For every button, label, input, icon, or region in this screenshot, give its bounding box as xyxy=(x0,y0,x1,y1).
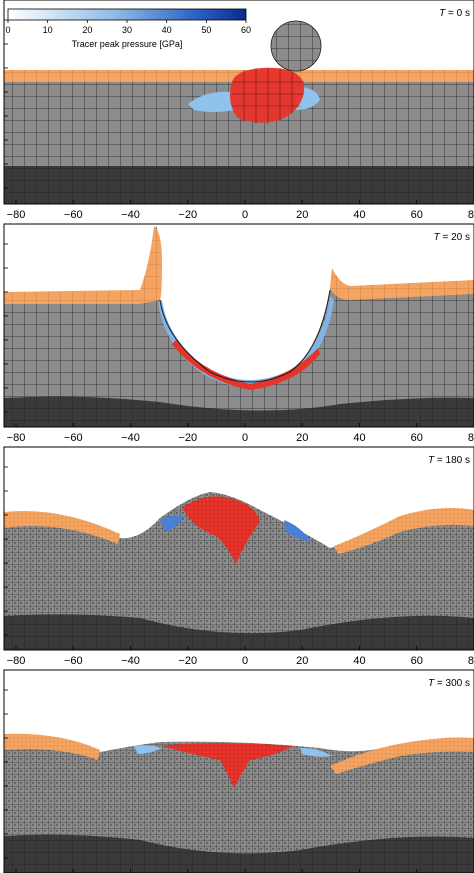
x-tick-label: 60 xyxy=(411,432,423,444)
shock-zone-right xyxy=(300,748,332,757)
colorbar-label: Tracer peak pressure [GPa] xyxy=(72,39,183,49)
panel-t300: T = 300 s xyxy=(4,670,474,873)
x-tick-label: −20 xyxy=(178,209,197,221)
deep-layer xyxy=(4,166,474,204)
x-tick-label: 0 xyxy=(242,655,248,667)
panel-t180: T = 180 s xyxy=(4,447,474,650)
projectile xyxy=(270,20,322,72)
x-tick-label: 0 xyxy=(242,432,248,444)
time-label-t300: T = 300 s xyxy=(428,678,470,689)
melt-zone xyxy=(172,340,320,390)
x-tick-label: 40 xyxy=(353,655,365,667)
colorbar-tick-label: 10 xyxy=(43,25,53,35)
shock-zone-left xyxy=(160,515,184,532)
melt-zone xyxy=(230,67,305,123)
colorbar-tick-label: 0 xyxy=(5,25,10,35)
x-tick-label: −20 xyxy=(178,432,197,444)
sediment-layer xyxy=(4,508,474,554)
x-tick-label: −60 xyxy=(64,209,83,221)
x-tick-label: −60 xyxy=(64,655,83,667)
colorbar-tick-label: 60 xyxy=(241,25,251,35)
colorbar-tick-label: 50 xyxy=(201,25,211,35)
x-tick-label: 20 xyxy=(296,432,308,444)
x-tick-label: −80 xyxy=(7,432,26,444)
x-tick-label: 80 xyxy=(468,209,474,221)
x-tick-label: 40 xyxy=(353,432,365,444)
x-tick-label: −40 xyxy=(121,655,140,667)
x-tick-label: −80 xyxy=(7,655,26,667)
y-tick-marks xyxy=(4,19,8,859)
shock-zone-left xyxy=(188,91,236,112)
x-tick-label: −20 xyxy=(178,655,197,667)
time-label-t20: T = 20 s xyxy=(434,232,470,243)
x-tick-label: 20 xyxy=(296,209,308,221)
x-tick-label: −80 xyxy=(7,209,26,221)
melt-zone xyxy=(182,496,260,564)
colorbar-tick-label: 30 xyxy=(122,25,132,35)
time-label-t180: T = 180 s xyxy=(428,455,470,466)
x-tick-label: 80 xyxy=(468,655,474,667)
x-tick-label: 60 xyxy=(411,209,423,221)
colorbar: 0 10 20 30 40 50 60 Tracer peak pressure [GPa] xyxy=(5,8,251,49)
x-tick-label: 80 xyxy=(468,432,474,444)
target-rock-layer xyxy=(4,226,474,411)
time-label-t0: T = 0 s xyxy=(439,8,470,19)
panel-t0: 0 10 20 30 40 50 60 Tracer peak pressure [GPa]… xyxy=(4,0,474,204)
shock-zone-left xyxy=(134,745,162,754)
shock-zone-right xyxy=(284,520,312,542)
target-rock-layer xyxy=(4,492,474,634)
x-tick-label: 0 xyxy=(242,209,248,221)
melt-zone xyxy=(162,743,294,788)
x-tick-label: −40 xyxy=(121,432,140,444)
colorbar-tick-label: 20 xyxy=(82,25,92,35)
x-tick-label: −60 xyxy=(64,432,83,444)
x-tick-label: −40 xyxy=(121,209,140,221)
sediment-layer xyxy=(4,226,474,304)
sediment-layer xyxy=(4,733,474,774)
x-tick-label: 60 xyxy=(411,655,423,667)
colorbar-tick-label: 40 xyxy=(162,25,172,35)
x-axes: −80 −60 −40 −20 0 20 40 60 80 −80 −60 −40 −20 0 20 40 60… xyxy=(7,200,474,873)
panel-t20: T = 20 s xyxy=(4,224,474,427)
x-tick-label: 20 xyxy=(296,655,308,667)
x-tick-label: 40 xyxy=(353,209,365,221)
